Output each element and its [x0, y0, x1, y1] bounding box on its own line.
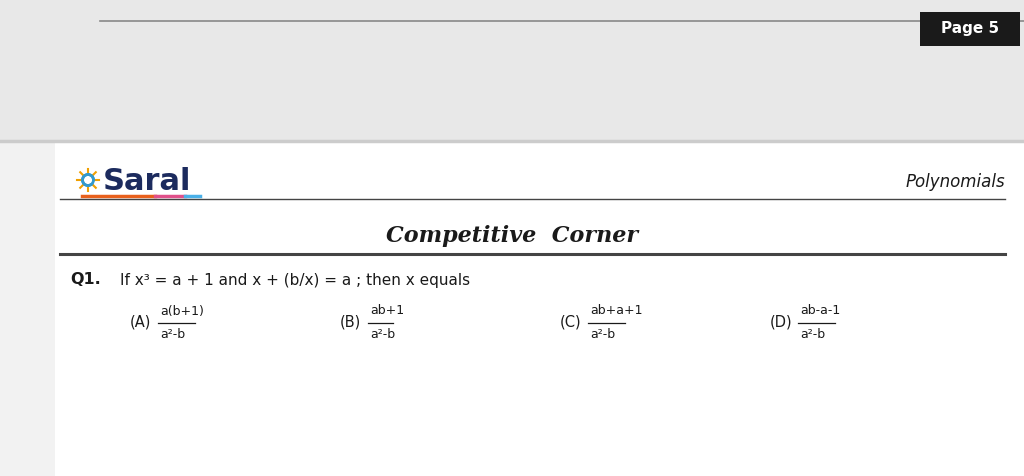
Bar: [920, 12, 1020, 46]
Text: Competitive  Corner: Competitive Corner: [386, 225, 638, 247]
Text: If x³ = a + 1 and x + (b/x) = a ; then x equals: If x³ = a + 1 and x + (b/x) = a ; then x…: [120, 272, 470, 288]
Text: (A): (A): [130, 315, 152, 329]
Bar: [0, 141, 55, 476]
Text: (C): (C): [560, 315, 582, 329]
Text: Page 5: Page 5: [941, 21, 999, 37]
Text: a(b+1): a(b+1): [160, 305, 204, 317]
Text: a²-b: a²-b: [800, 327, 825, 340]
Text: ab+1: ab+1: [370, 305, 404, 317]
Text: (D): (D): [770, 315, 793, 329]
Text: Polynomials: Polynomials: [905, 173, 1005, 191]
Text: ab+a+1: ab+a+1: [590, 305, 642, 317]
Text: a²-b: a²-b: [590, 327, 615, 340]
Text: (B): (B): [340, 315, 361, 329]
Bar: [0, 141, 1024, 476]
Bar: [0, 0, 1024, 141]
Text: a²-b: a²-b: [370, 327, 395, 340]
Text: Saral: Saral: [103, 168, 191, 197]
Text: a²-b: a²-b: [160, 327, 185, 340]
Text: Q1.: Q1.: [70, 272, 100, 288]
Text: ab-a-1: ab-a-1: [800, 305, 841, 317]
